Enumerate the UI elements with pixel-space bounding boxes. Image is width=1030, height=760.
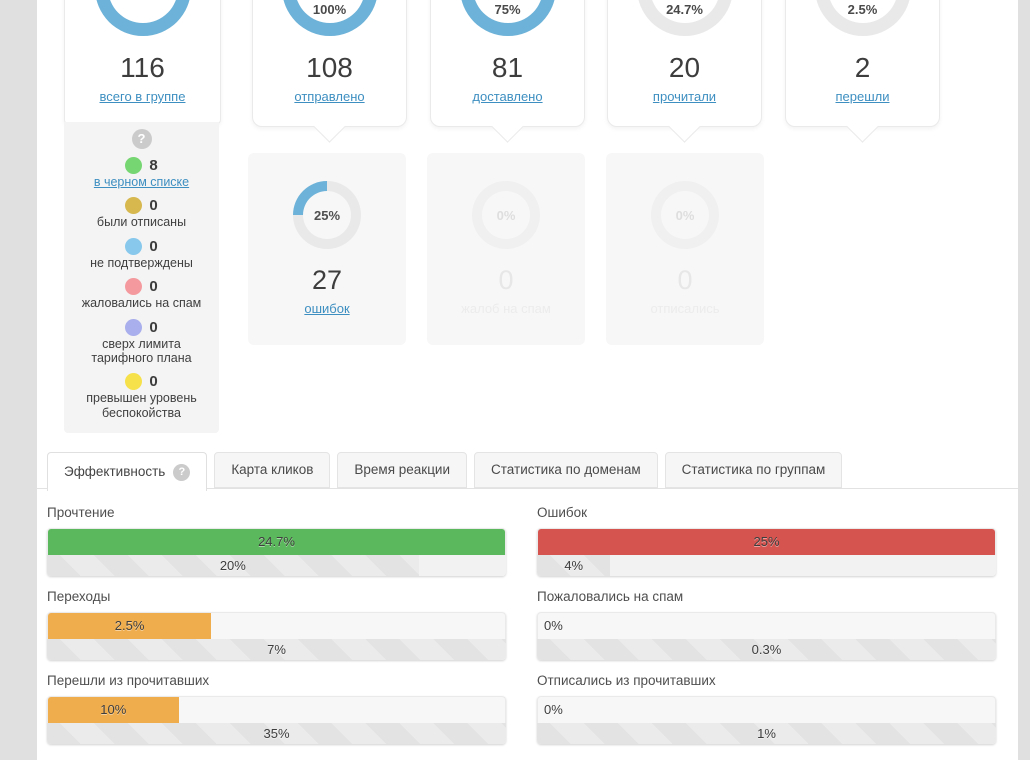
donut-percent-label: 100% (312, 2, 347, 17)
stat-value-total: 116 (120, 52, 165, 83)
stat-value-spam-complaints: 0 (498, 265, 514, 295)
tabs-divider (37, 488, 1018, 489)
donut-spam-complaints: 0% (472, 181, 540, 249)
stat-value-read: 20 (668, 52, 701, 83)
link-blacklist[interactable]: в черном списке (93, 175, 190, 189)
value-bar (48, 697, 179, 723)
label-unsubscribed: отписались (650, 301, 720, 316)
help-icon[interactable]: ? (173, 463, 191, 481)
compare-row-read-rate: Прочтение 24.7% 20% (47, 505, 506, 576)
link-errors[interactable]: ошибок (304, 301, 350, 316)
legend-item-blacklist: 8 в черном списке (94, 157, 189, 189)
benchmark-bar (47, 639, 506, 660)
legend-label: не подтверждены (90, 255, 193, 270)
value-bar (538, 529, 995, 555)
donut-percent-label: 25% (303, 191, 351, 239)
benchmark-bar (537, 723, 996, 744)
legend-label: были отписаны (96, 215, 187, 230)
link-clicked[interactable]: перешли (835, 89, 890, 104)
stat-value-sent: 108 (306, 52, 353, 83)
compare-row-errors: Ошибок 25% 4% (537, 505, 996, 576)
legend-label: жаловались на спам (81, 296, 202, 311)
spam-dot-icon (125, 278, 143, 296)
result-card-unsubscribed: 0% 0 отписались (606, 153, 764, 345)
blacklist-dot-icon (125, 157, 143, 174)
donut-percent-label: 2.5% (847, 2, 878, 17)
donut-errors: 25% (293, 181, 361, 249)
tab-group-stats[interactable]: Статистика по группам (664, 452, 843, 488)
stat-card-read: 24.7% 20 прочитали (607, 0, 762, 127)
tab-domain-stats[interactable]: Статистика по доменам (474, 452, 658, 488)
stat-value-errors: 27 (311, 265, 343, 295)
legend-value: 0 (149, 318, 158, 336)
tab-reaction-time[interactable]: Время реакции (337, 452, 468, 488)
link-sent[interactable]: отправлено (294, 89, 365, 104)
stat-card-clicked: 2.5% 2 перешли (785, 0, 940, 127)
legend-label: сверх лимита тарифного плана (91, 336, 192, 365)
compare-row-click-to-open: Перешли из прочитавших 10% 35% (47, 673, 506, 744)
link-delivered[interactable]: доставлено (472, 89, 543, 104)
legend-value: 0 (149, 373, 158, 391)
result-card-errors: 25% 27 ошибок (248, 153, 406, 345)
legend-item-anxiety-level: 0 превышен уровень беспокойства (79, 373, 205, 420)
benchmark-bar (47, 555, 419, 576)
stat-value-clicked: 2 (854, 52, 871, 83)
legend-label: превышен уровень беспокойства (86, 391, 197, 420)
compare-row-click-rate: Переходы 2.5% 7% (47, 589, 506, 660)
legend-value: 0 (149, 197, 158, 215)
legend-value: 8 (149, 157, 158, 174)
tab-click-map[interactable]: Карта кликов (214, 452, 331, 488)
value-bar (48, 529, 505, 555)
donut-total (94, 0, 191, 36)
stats-content-area: 116 всего в группе 100% 108 отправлено 7… (37, 0, 1018, 760)
link-total-in-group[interactable]: всего в группе (99, 89, 186, 104)
tab-bar: Эффективность ? Карта кликов Время реакц… (47, 452, 843, 491)
legend-value: 0 (149, 278, 158, 296)
over-limit-dot-icon (125, 318, 143, 336)
benchmark-bar (47, 723, 506, 744)
legend-item-unsubscribed: 0 были отписаны (97, 197, 186, 229)
label-spam-complaints: жалоб на спам (461, 301, 551, 316)
performance-column-right: Ошибок 25% 4% Пожаловались на спам (537, 505, 996, 757)
unsubscribed-dot-icon (125, 197, 143, 215)
stat-value-delivered: 81 (491, 52, 524, 83)
legend-item-unconfirmed: 0 не подтверждены (90, 237, 193, 270)
blacklist-panel: ? 8 в черном списке 0 были отписаны 0 (64, 122, 219, 433)
donut-unsubscribed: 0% (651, 181, 719, 249)
donut-percent-label: 24.7% (666, 2, 703, 17)
value-bar (48, 613, 212, 639)
legend-item-over-limit: 0 сверх лимита тарифного плана (79, 318, 205, 366)
donut-percent-label: 0% (482, 191, 530, 239)
stat-card-total: 116 всего в группе (64, 0, 221, 124)
unconfirmed-dot-icon (125, 237, 143, 255)
stat-card-delivered: 75% 81 доставлено (430, 0, 585, 127)
donut-percent-label: 75% (494, 2, 521, 17)
compare-row-unsub-from-read: Отписались из прочитавших 0% 1% (537, 673, 996, 744)
anxiety-dot-icon (125, 373, 143, 391)
benchmark-bar (537, 639, 996, 660)
stat-value-unsubscribed: 0 (677, 265, 693, 295)
legend-value: 0 (149, 237, 158, 255)
donut-percent-label: 0% (661, 191, 709, 239)
benchmark-bar (537, 555, 611, 576)
tab-effectiveness[interactable]: Эффективность ? (47, 452, 208, 491)
compare-row-spam-complaints: Пожаловались на спам 0% 0.3% (537, 589, 996, 660)
legend-item-spam-complaint: 0 жаловались на спам (81, 278, 202, 311)
stat-card-sent: 100% 108 отправлено (252, 0, 407, 127)
result-card-spam-complaints: 0% 0 жалоб на спам (427, 153, 585, 345)
performance-column-left: Прочтение 24.7% 20% Переходы (47, 505, 506, 757)
help-icon[interactable]: ? (131, 129, 152, 149)
link-read[interactable]: прочитали (652, 89, 717, 104)
